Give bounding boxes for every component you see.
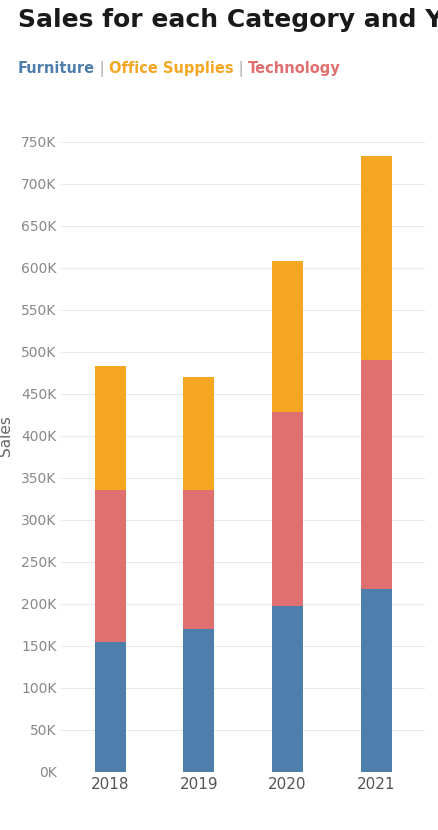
Bar [183,377,214,491]
Bar [183,629,214,772]
Bar [95,366,126,491]
Bar [95,491,126,642]
Text: Furniture: Furniture [18,61,95,76]
Text: Sales for each Category and Year: Sales for each Category and Year [18,8,438,32]
Bar [95,642,126,772]
Bar [272,606,303,772]
Text: Office Supplies: Office Supplies [109,61,233,76]
Bar [272,261,303,413]
Text: Technology: Technology [248,61,340,76]
Text: |: | [95,61,109,77]
Text: |: | [233,61,248,77]
Bar [272,413,303,606]
Bar [360,156,392,360]
Bar [360,360,392,588]
Bar [360,588,392,772]
Bar [183,491,214,629]
Y-axis label: Sales: Sales [0,415,13,457]
